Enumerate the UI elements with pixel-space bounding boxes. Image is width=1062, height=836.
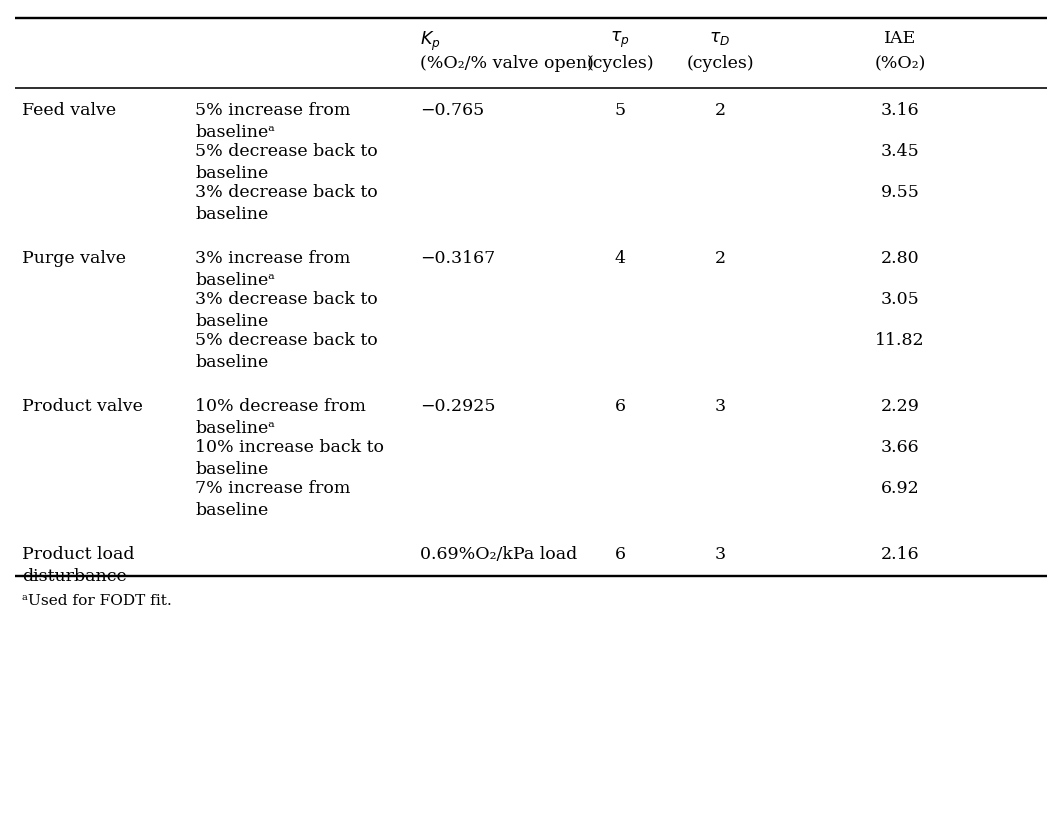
Text: Product valve: Product valve bbox=[22, 398, 143, 415]
Text: 4: 4 bbox=[615, 250, 626, 267]
Text: 2: 2 bbox=[715, 102, 725, 119]
Text: 3.05: 3.05 bbox=[880, 291, 920, 308]
Text: 5% decrease back to
baseline: 5% decrease back to baseline bbox=[195, 143, 378, 181]
Text: 5% decrease back to
baseline: 5% decrease back to baseline bbox=[195, 332, 378, 370]
Text: (%O₂): (%O₂) bbox=[874, 55, 926, 72]
Text: Product load
disturbance: Product load disturbance bbox=[22, 546, 135, 584]
Text: 6.92: 6.92 bbox=[880, 480, 920, 497]
Text: 3.16: 3.16 bbox=[880, 102, 920, 119]
Text: −0.3167: −0.3167 bbox=[419, 250, 495, 267]
Text: (cycles): (cycles) bbox=[686, 55, 754, 72]
Text: 5: 5 bbox=[615, 102, 626, 119]
Text: 11.82: 11.82 bbox=[875, 332, 925, 349]
Text: IAE: IAE bbox=[884, 30, 917, 47]
Text: 6: 6 bbox=[615, 546, 626, 563]
Text: 3.45: 3.45 bbox=[880, 143, 920, 160]
Text: $K_p$: $K_p$ bbox=[419, 30, 441, 54]
Text: 3: 3 bbox=[715, 398, 725, 415]
Text: 9.55: 9.55 bbox=[880, 184, 920, 201]
Text: −0.2925: −0.2925 bbox=[419, 398, 496, 415]
Text: 3% decrease back to
baseline: 3% decrease back to baseline bbox=[195, 291, 378, 329]
Text: 2.80: 2.80 bbox=[880, 250, 920, 267]
Text: 3% decrease back to
baseline: 3% decrease back to baseline bbox=[195, 184, 378, 222]
Text: 3: 3 bbox=[715, 546, 725, 563]
Text: ᵃUsed for FODT fit.: ᵃUsed for FODT fit. bbox=[22, 594, 172, 608]
Text: 3.66: 3.66 bbox=[880, 439, 920, 456]
Text: 10% increase back to
baseline: 10% increase back to baseline bbox=[195, 439, 384, 477]
Text: 7% increase from
baseline: 7% increase from baseline bbox=[195, 480, 350, 518]
Text: 2.16: 2.16 bbox=[880, 546, 920, 563]
Text: 2: 2 bbox=[715, 250, 725, 267]
Text: 0.69%O₂/kPa load: 0.69%O₂/kPa load bbox=[419, 546, 578, 563]
Text: (%O₂/% valve open): (%O₂/% valve open) bbox=[419, 55, 594, 72]
Text: 6: 6 bbox=[615, 398, 626, 415]
Text: 2.29: 2.29 bbox=[880, 398, 920, 415]
Text: 10% decrease from
baselineᵃ: 10% decrease from baselineᵃ bbox=[195, 398, 366, 436]
Text: 3% increase from
baselineᵃ: 3% increase from baselineᵃ bbox=[195, 250, 350, 288]
Text: Feed valve: Feed valve bbox=[22, 102, 116, 119]
Text: Purge valve: Purge valve bbox=[22, 250, 126, 267]
Text: 5% increase from
baselineᵃ: 5% increase from baselineᵃ bbox=[195, 102, 350, 140]
Text: $\tau_D$: $\tau_D$ bbox=[709, 30, 731, 47]
Text: $\tau_p$: $\tau_p$ bbox=[611, 30, 630, 50]
Text: −0.765: −0.765 bbox=[419, 102, 484, 119]
Text: (cycles): (cycles) bbox=[586, 55, 654, 72]
